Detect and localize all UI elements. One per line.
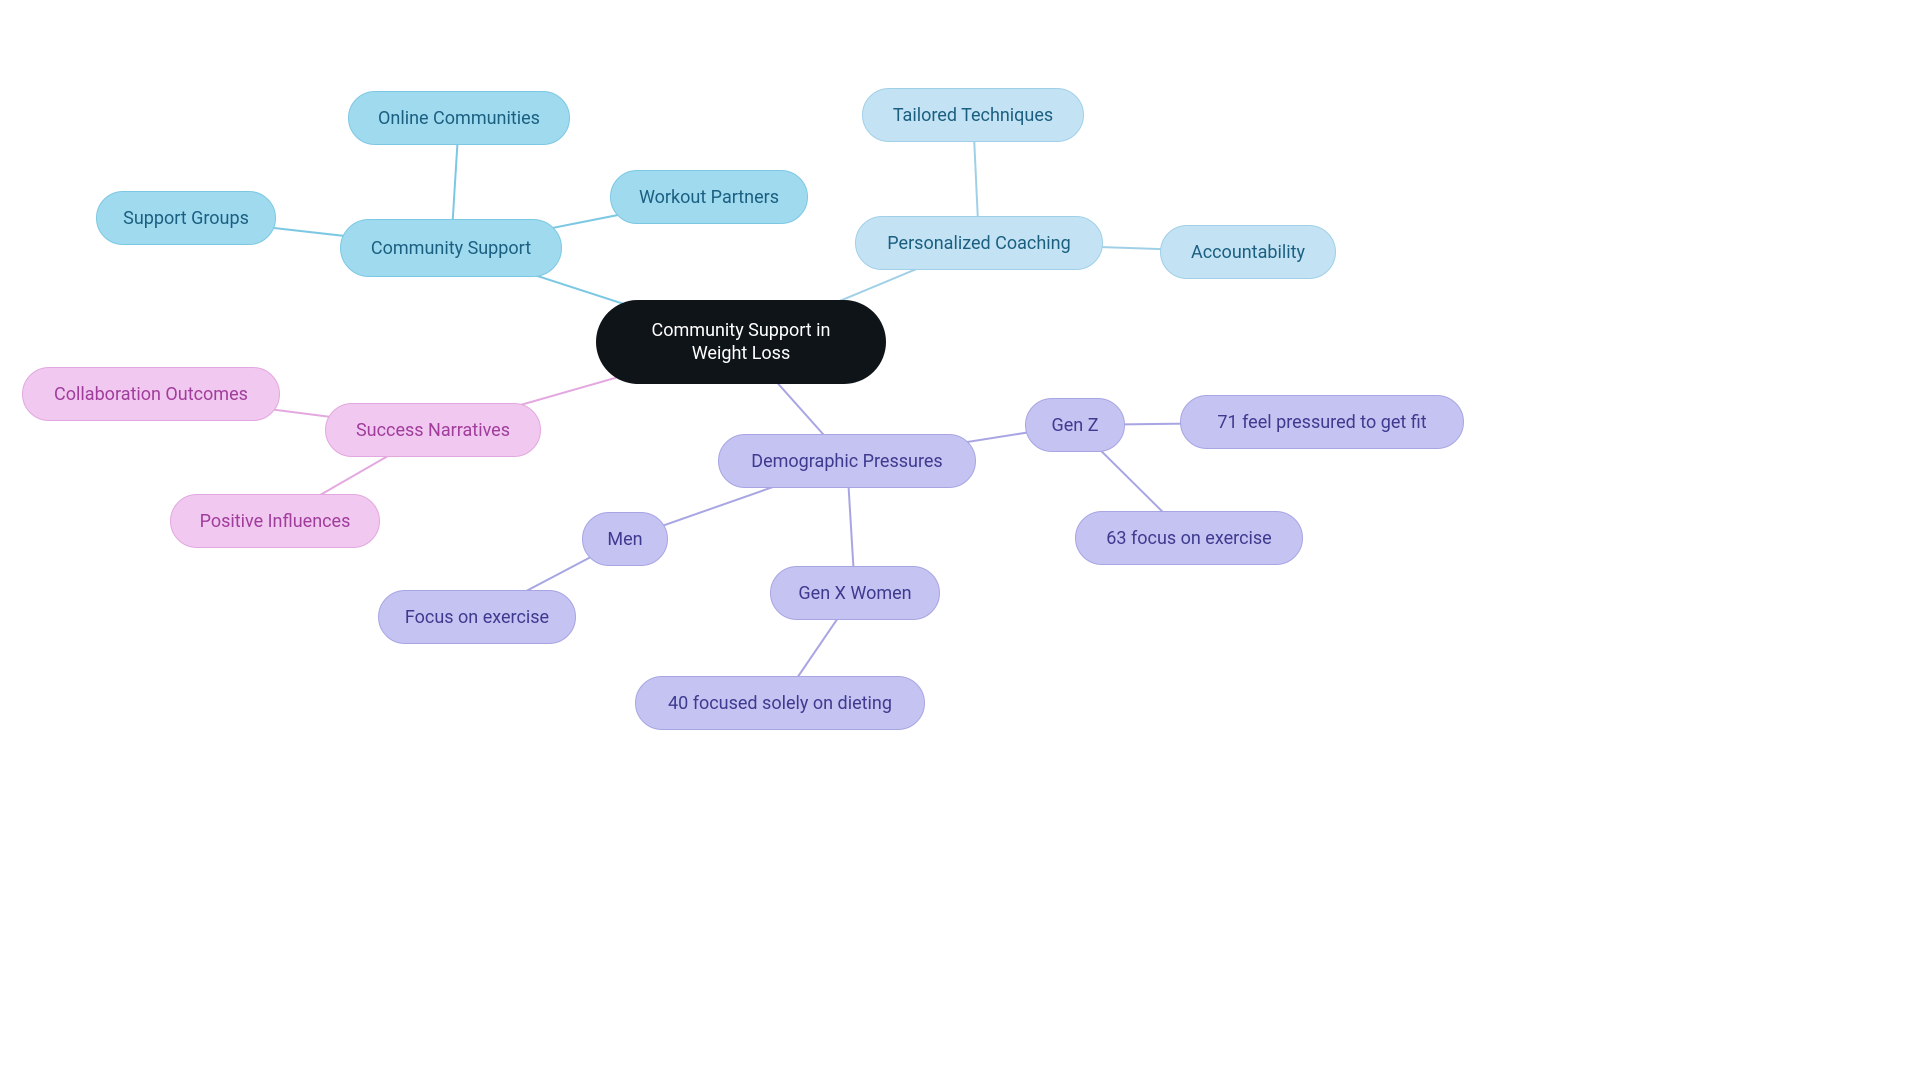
node-accountability: Accountability <box>1160 225 1336 279</box>
node-support_groups: Support Groups <box>96 191 276 245</box>
node-demographic_pressures: Demographic Pressures <box>718 434 976 488</box>
node-root: Community Support in Weight Loss <box>596 300 886 384</box>
node-online_communities: Online Communities <box>348 91 570 145</box>
node-collaboration_outcomes: Collaboration Outcomes <box>22 367 280 421</box>
node-genz: Gen Z <box>1025 398 1125 452</box>
node-genz_63: 63 focus on exercise <box>1075 511 1303 565</box>
node-men: Men <box>582 512 668 566</box>
node-genx_women: Gen X Women <box>770 566 940 620</box>
node-personalized_coaching: Personalized Coaching <box>855 216 1103 270</box>
node-genz_71: 71 feel pressured to get fit <box>1180 395 1464 449</box>
node-focus_exercise: Focus on exercise <box>378 590 576 644</box>
node-positive_influences: Positive Influences <box>170 494 380 548</box>
node-success_narratives: Success Narratives <box>325 403 541 457</box>
node-community_support: Community Support <box>340 219 562 277</box>
node-tailored_techniques: Tailored Techniques <box>862 88 1084 142</box>
node-dieting_40: 40 focused solely on dieting <box>635 676 925 730</box>
node-workout_partners: Workout Partners <box>610 170 808 224</box>
